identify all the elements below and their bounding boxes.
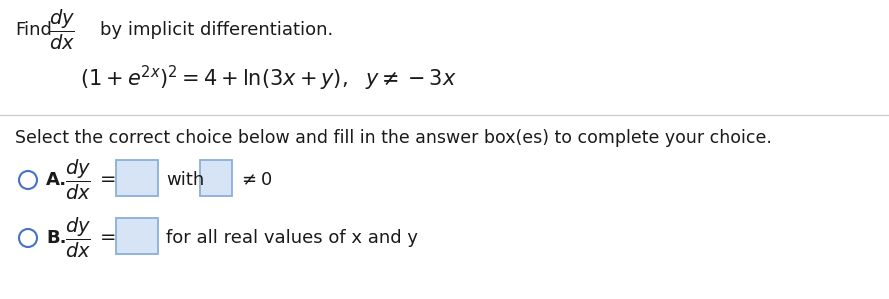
Text: $\dfrac{dy}{dx}$: $\dfrac{dy}{dx}$	[65, 216, 91, 260]
Text: by implicit differentiation.: by implicit differentiation.	[100, 21, 333, 39]
Text: with: with	[166, 171, 204, 189]
Text: Select the correct choice below and fill in the answer box(es) to complete your : Select the correct choice below and fill…	[15, 129, 772, 147]
FancyBboxPatch shape	[116, 218, 158, 254]
Text: for all real values of x and y: for all real values of x and y	[166, 229, 418, 247]
FancyBboxPatch shape	[200, 160, 232, 196]
Text: $\dfrac{dy}{dx}$: $\dfrac{dy}{dx}$	[65, 158, 91, 202]
Text: Find: Find	[15, 21, 52, 39]
Text: $\left(1+e^{2x}\right)^{2}=4+\mathrm{ln}\left(3x+y\right),\ \ y\neq-3x$: $\left(1+e^{2x}\right)^{2}=4+\mathrm{ln}…	[80, 63, 457, 93]
Text: $\neq 0$: $\neq 0$	[238, 171, 272, 189]
Text: =: =	[100, 170, 116, 190]
FancyBboxPatch shape	[116, 160, 158, 196]
Text: =: =	[100, 228, 116, 248]
Text: $\dfrac{dy}{dx}$: $\dfrac{dy}{dx}$	[49, 8, 75, 52]
Text: A.: A.	[46, 171, 68, 189]
Text: B.: B.	[46, 229, 67, 247]
